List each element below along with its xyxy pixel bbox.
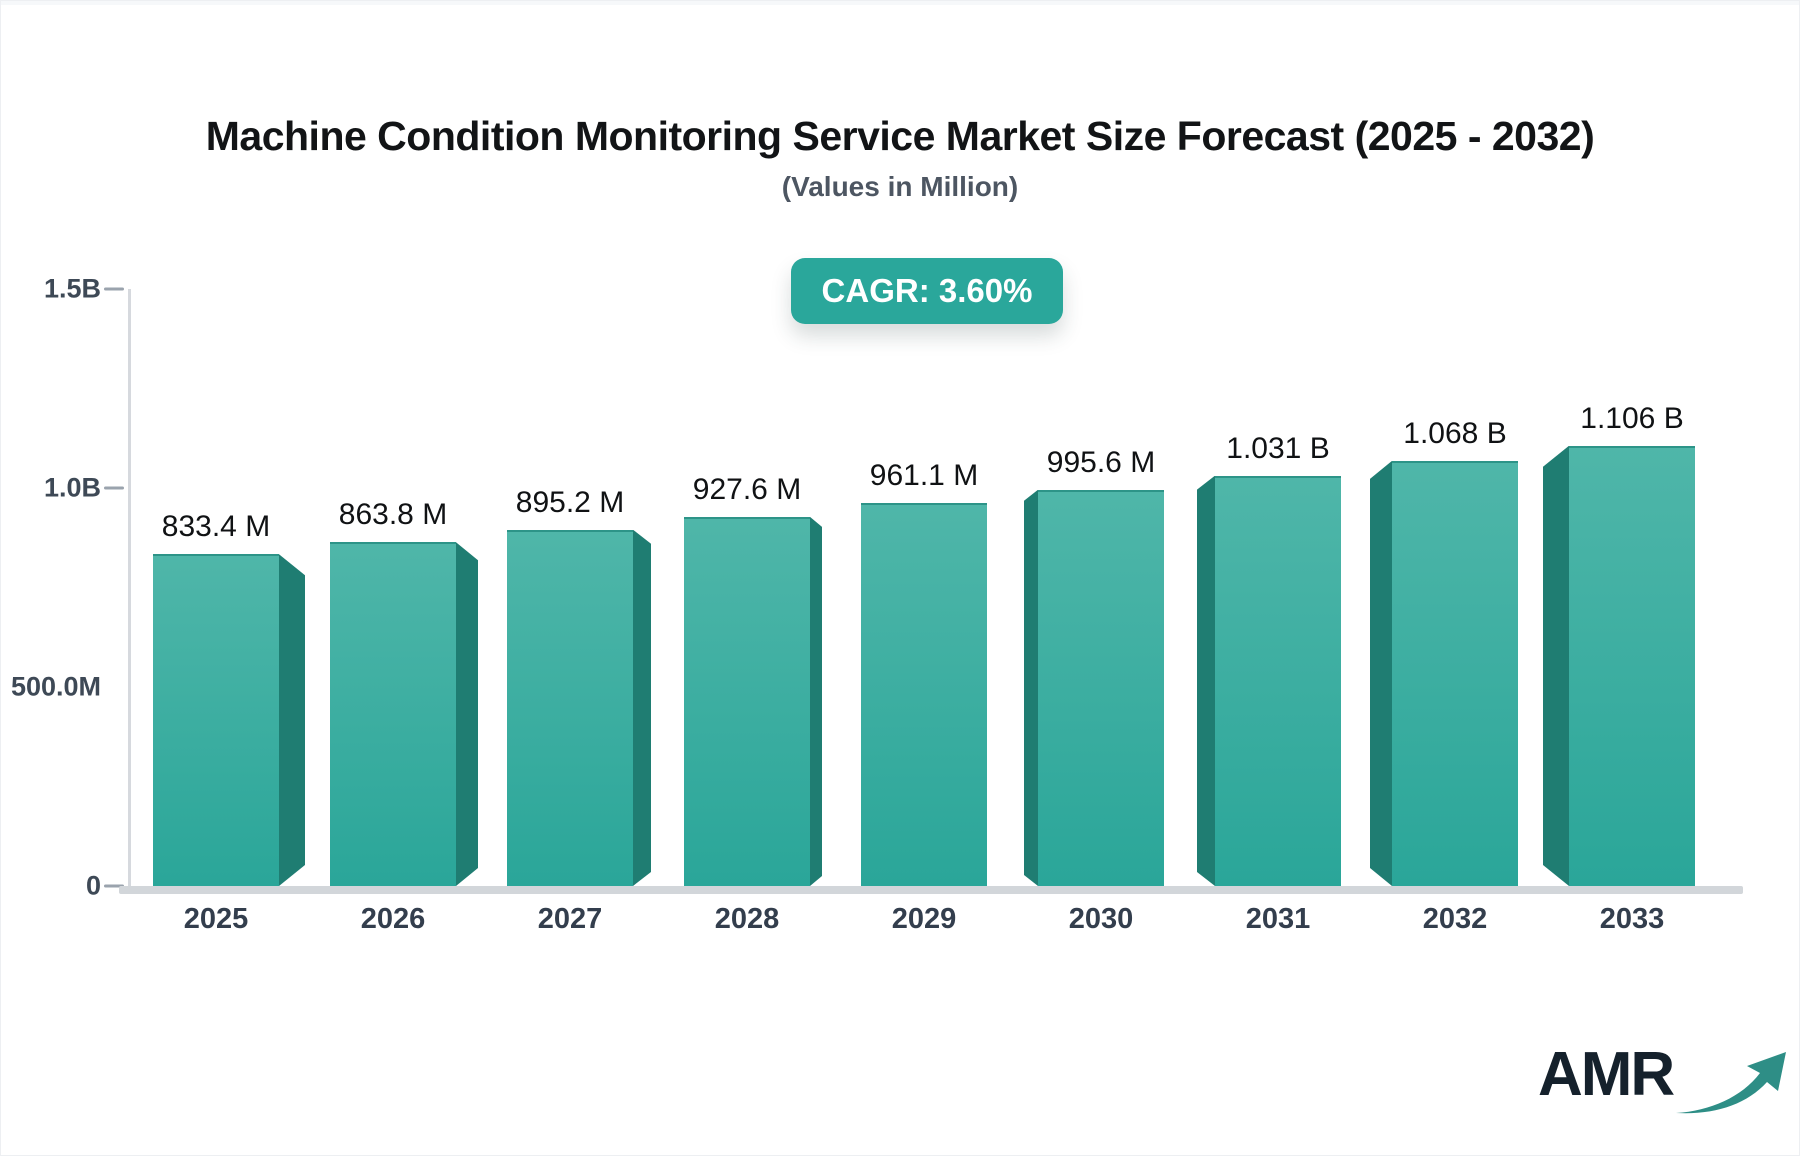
x-axis-category-label: 2031 [1245, 903, 1311, 935]
bar-value-label: 863.8 M [338, 498, 448, 532]
x-axis-category-label: 2028 [714, 903, 780, 935]
page-top-border [1, 1, 1799, 5]
bar-2029[interactable] [861, 503, 987, 886]
bar-value-label: 833.4 M [161, 510, 271, 544]
cagr-badge: CAGR: 3.60% [791, 258, 1063, 324]
bar-value-label: 961.1 M [869, 459, 979, 493]
x-axis-category-label: 2033 [1599, 903, 1665, 935]
y-axis-tick-label: 500.0M [10, 671, 101, 702]
x-axis-category-label: 2025 [183, 903, 249, 935]
trend-up-arrow-icon [1674, 1049, 1792, 1122]
bar-value-label: 927.6 M [692, 472, 802, 506]
chart-subtitle: (Values in Million) [781, 171, 1019, 202]
bar-value-label: 995.6 M [1046, 445, 1156, 479]
bar-value-label: 895.2 M [515, 485, 625, 519]
bar-2027[interactable] [507, 529, 633, 886]
bar-3d-side-face [456, 542, 478, 886]
bar-3d-side-face [633, 530, 651, 886]
bar-2030[interactable] [1038, 489, 1164, 886]
x-axis-category-label: 2032 [1422, 903, 1488, 935]
x-axis-category-label: 2029 [891, 903, 957, 935]
y-axis-tick-label: 1.5B [43, 273, 101, 304]
bar-3d-side-face [1197, 476, 1215, 886]
bar-3d-side-face [1370, 461, 1392, 886]
y-axis-tick-mark [104, 486, 124, 490]
bar-3d-side-face [279, 554, 305, 886]
bar-3d-side-face [810, 517, 822, 886]
bar-value-label: 1.031 B [1226, 431, 1330, 465]
x-axis-category-label: 2026 [360, 903, 426, 935]
y-axis-tick-label: 1.0B [43, 472, 101, 503]
bar-2025[interactable] [153, 554, 279, 886]
x-axis-category-label: 2027 [537, 903, 603, 935]
x-axis-baseline [119, 886, 1743, 894]
bar-value-label: 1.106 B [1580, 401, 1684, 435]
y-axis-tick-label: 0 [85, 870, 101, 901]
bar-3d-side-face [1024, 490, 1038, 886]
brand-logo-text: AMR [1538, 1040, 1675, 1109]
brand-logo: AMR [1538, 1039, 1786, 1119]
cagr-badge-label: CAGR: 3.60% [821, 272, 1033, 309]
y-axis-line [128, 289, 131, 886]
bar-2033[interactable] [1569, 445, 1695, 886]
bar-2026[interactable] [330, 542, 456, 886]
bar-2028[interactable] [684, 516, 810, 886]
bar-2032[interactable] [1392, 460, 1518, 886]
x-axis-category-label: 2030 [1068, 903, 1134, 935]
chart-title: Machine Condition Monitoring Service Mar… [205, 113, 1595, 159]
bar-3d-side-face [1543, 446, 1569, 886]
bar-2031[interactable] [1215, 475, 1341, 886]
bar-value-label: 1.068 B [1403, 416, 1507, 450]
y-axis-tick-mark [104, 287, 124, 291]
y-axis-tick-mark [104, 884, 124, 888]
